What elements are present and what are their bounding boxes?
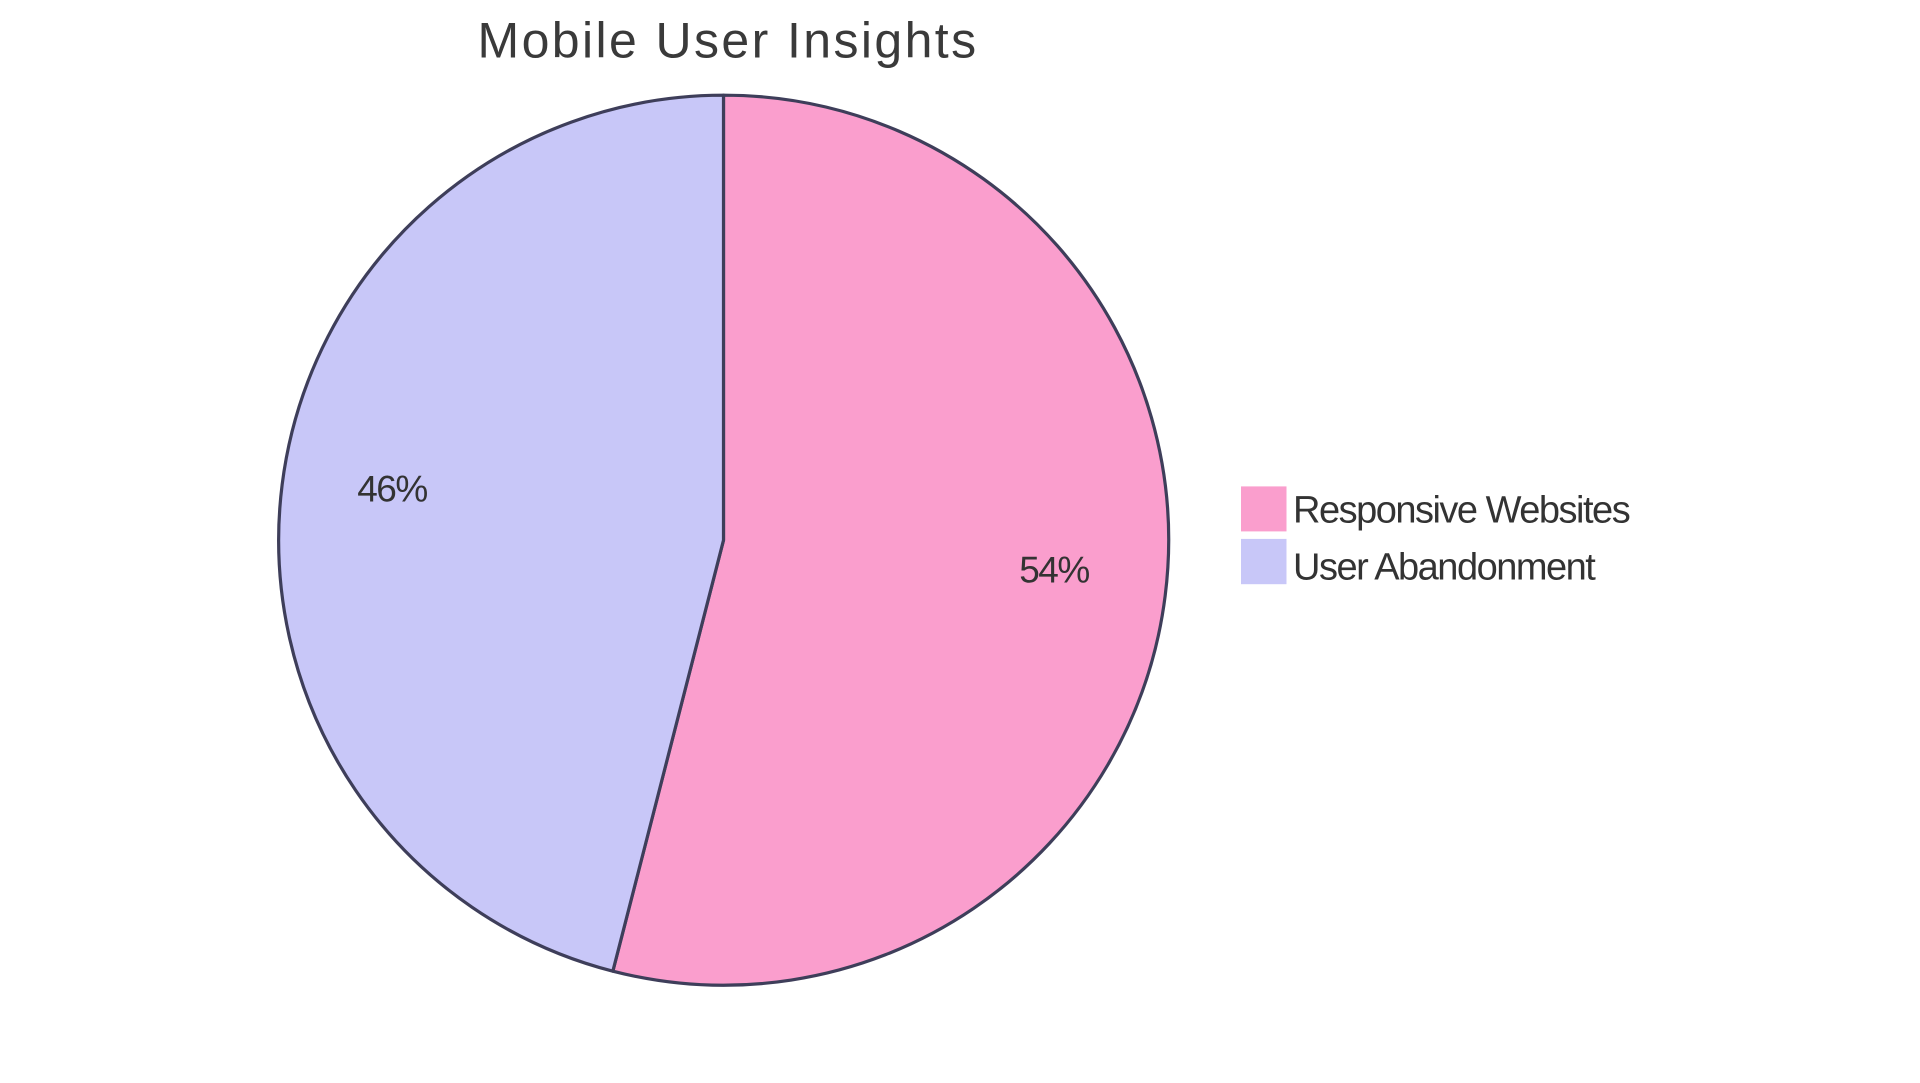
svg-text:Responsive Websites: Responsive Websites — [1293, 489, 1630, 531]
svg-text:Mobile User Insights: Mobile User Insights — [478, 12, 979, 68]
svg-text:54%: 54% — [1019, 549, 1089, 590]
svg-text:46%: 46% — [357, 469, 427, 510]
svg-text:User Abandonment: User Abandonment — [1293, 547, 1596, 589]
